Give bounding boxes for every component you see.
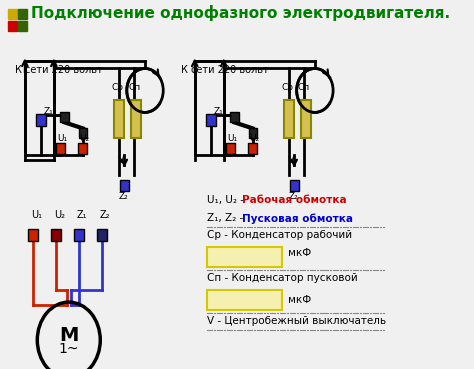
FancyBboxPatch shape: [97, 229, 107, 241]
Text: К сети 220 вольт: К сети 220 вольт: [181, 65, 268, 76]
FancyBboxPatch shape: [74, 229, 84, 241]
Text: Z₂: Z₂: [288, 192, 298, 201]
Text: Cр: Cр: [112, 83, 124, 93]
FancyBboxPatch shape: [8, 8, 17, 18]
Text: U₁: U₁: [31, 210, 42, 220]
FancyBboxPatch shape: [226, 143, 235, 154]
FancyBboxPatch shape: [131, 100, 141, 138]
Text: Z₁: Z₁: [44, 107, 54, 116]
Text: Рабочая обмотка: Рабочая обмотка: [242, 195, 346, 205]
FancyBboxPatch shape: [114, 100, 124, 138]
Text: M: M: [59, 325, 79, 345]
Text: U₂: U₂: [249, 134, 260, 144]
FancyBboxPatch shape: [301, 100, 311, 138]
FancyBboxPatch shape: [61, 113, 69, 123]
Text: U₁, U₂ -: U₁, U₂ -: [207, 195, 247, 205]
Text: Сп - Конденсатор пусковой: Сп - Конденсатор пусковой: [207, 273, 358, 283]
Text: 1~: 1~: [58, 342, 79, 356]
FancyBboxPatch shape: [206, 114, 216, 127]
FancyBboxPatch shape: [36, 114, 46, 127]
Text: V - Центробежный выключатель: V - Центробежный выключатель: [207, 316, 386, 326]
Text: К сети 220 вольт: К сети 220 вольт: [15, 65, 103, 76]
Text: Z₂: Z₂: [118, 192, 128, 201]
Text: мкФ: мкФ: [288, 295, 311, 305]
Text: V: V: [118, 156, 124, 165]
Text: Подключение однофазного электродвигателя.: Подключение однофазного электродвигателя…: [31, 4, 451, 21]
FancyBboxPatch shape: [51, 229, 61, 241]
Text: U₁: U₁: [57, 134, 67, 144]
FancyBboxPatch shape: [78, 143, 87, 154]
Text: Пусковая обмотка: Пусковая обмотка: [242, 213, 353, 224]
FancyBboxPatch shape: [18, 8, 27, 18]
Text: Z₂: Z₂: [100, 210, 110, 220]
Text: U₂: U₂: [54, 210, 65, 220]
FancyBboxPatch shape: [248, 128, 257, 138]
FancyBboxPatch shape: [207, 290, 282, 310]
Text: Z₁: Z₁: [214, 107, 224, 116]
Text: Z₁, Z₂ -: Z₁, Z₂ -: [207, 213, 246, 223]
FancyBboxPatch shape: [207, 247, 282, 267]
Text: Cп: Cп: [128, 83, 140, 93]
Text: V: V: [288, 156, 294, 165]
Text: U₂: U₂: [80, 134, 90, 144]
Text: U₁: U₁: [227, 134, 237, 144]
Text: Cр: Cр: [282, 83, 293, 93]
FancyBboxPatch shape: [18, 21, 27, 31]
FancyBboxPatch shape: [248, 143, 257, 154]
FancyBboxPatch shape: [56, 143, 65, 154]
FancyBboxPatch shape: [120, 180, 129, 191]
Text: мкФ: мкФ: [288, 248, 311, 258]
Text: Ср - Конденсатор рабочий: Ср - Конденсатор рабочий: [207, 230, 352, 240]
FancyBboxPatch shape: [290, 180, 299, 191]
FancyBboxPatch shape: [230, 113, 238, 123]
FancyBboxPatch shape: [8, 21, 17, 31]
Text: Z₁: Z₁: [76, 210, 87, 220]
FancyBboxPatch shape: [79, 128, 87, 138]
Text: Cп: Cп: [298, 83, 310, 93]
FancyBboxPatch shape: [284, 100, 294, 138]
FancyBboxPatch shape: [28, 229, 38, 241]
